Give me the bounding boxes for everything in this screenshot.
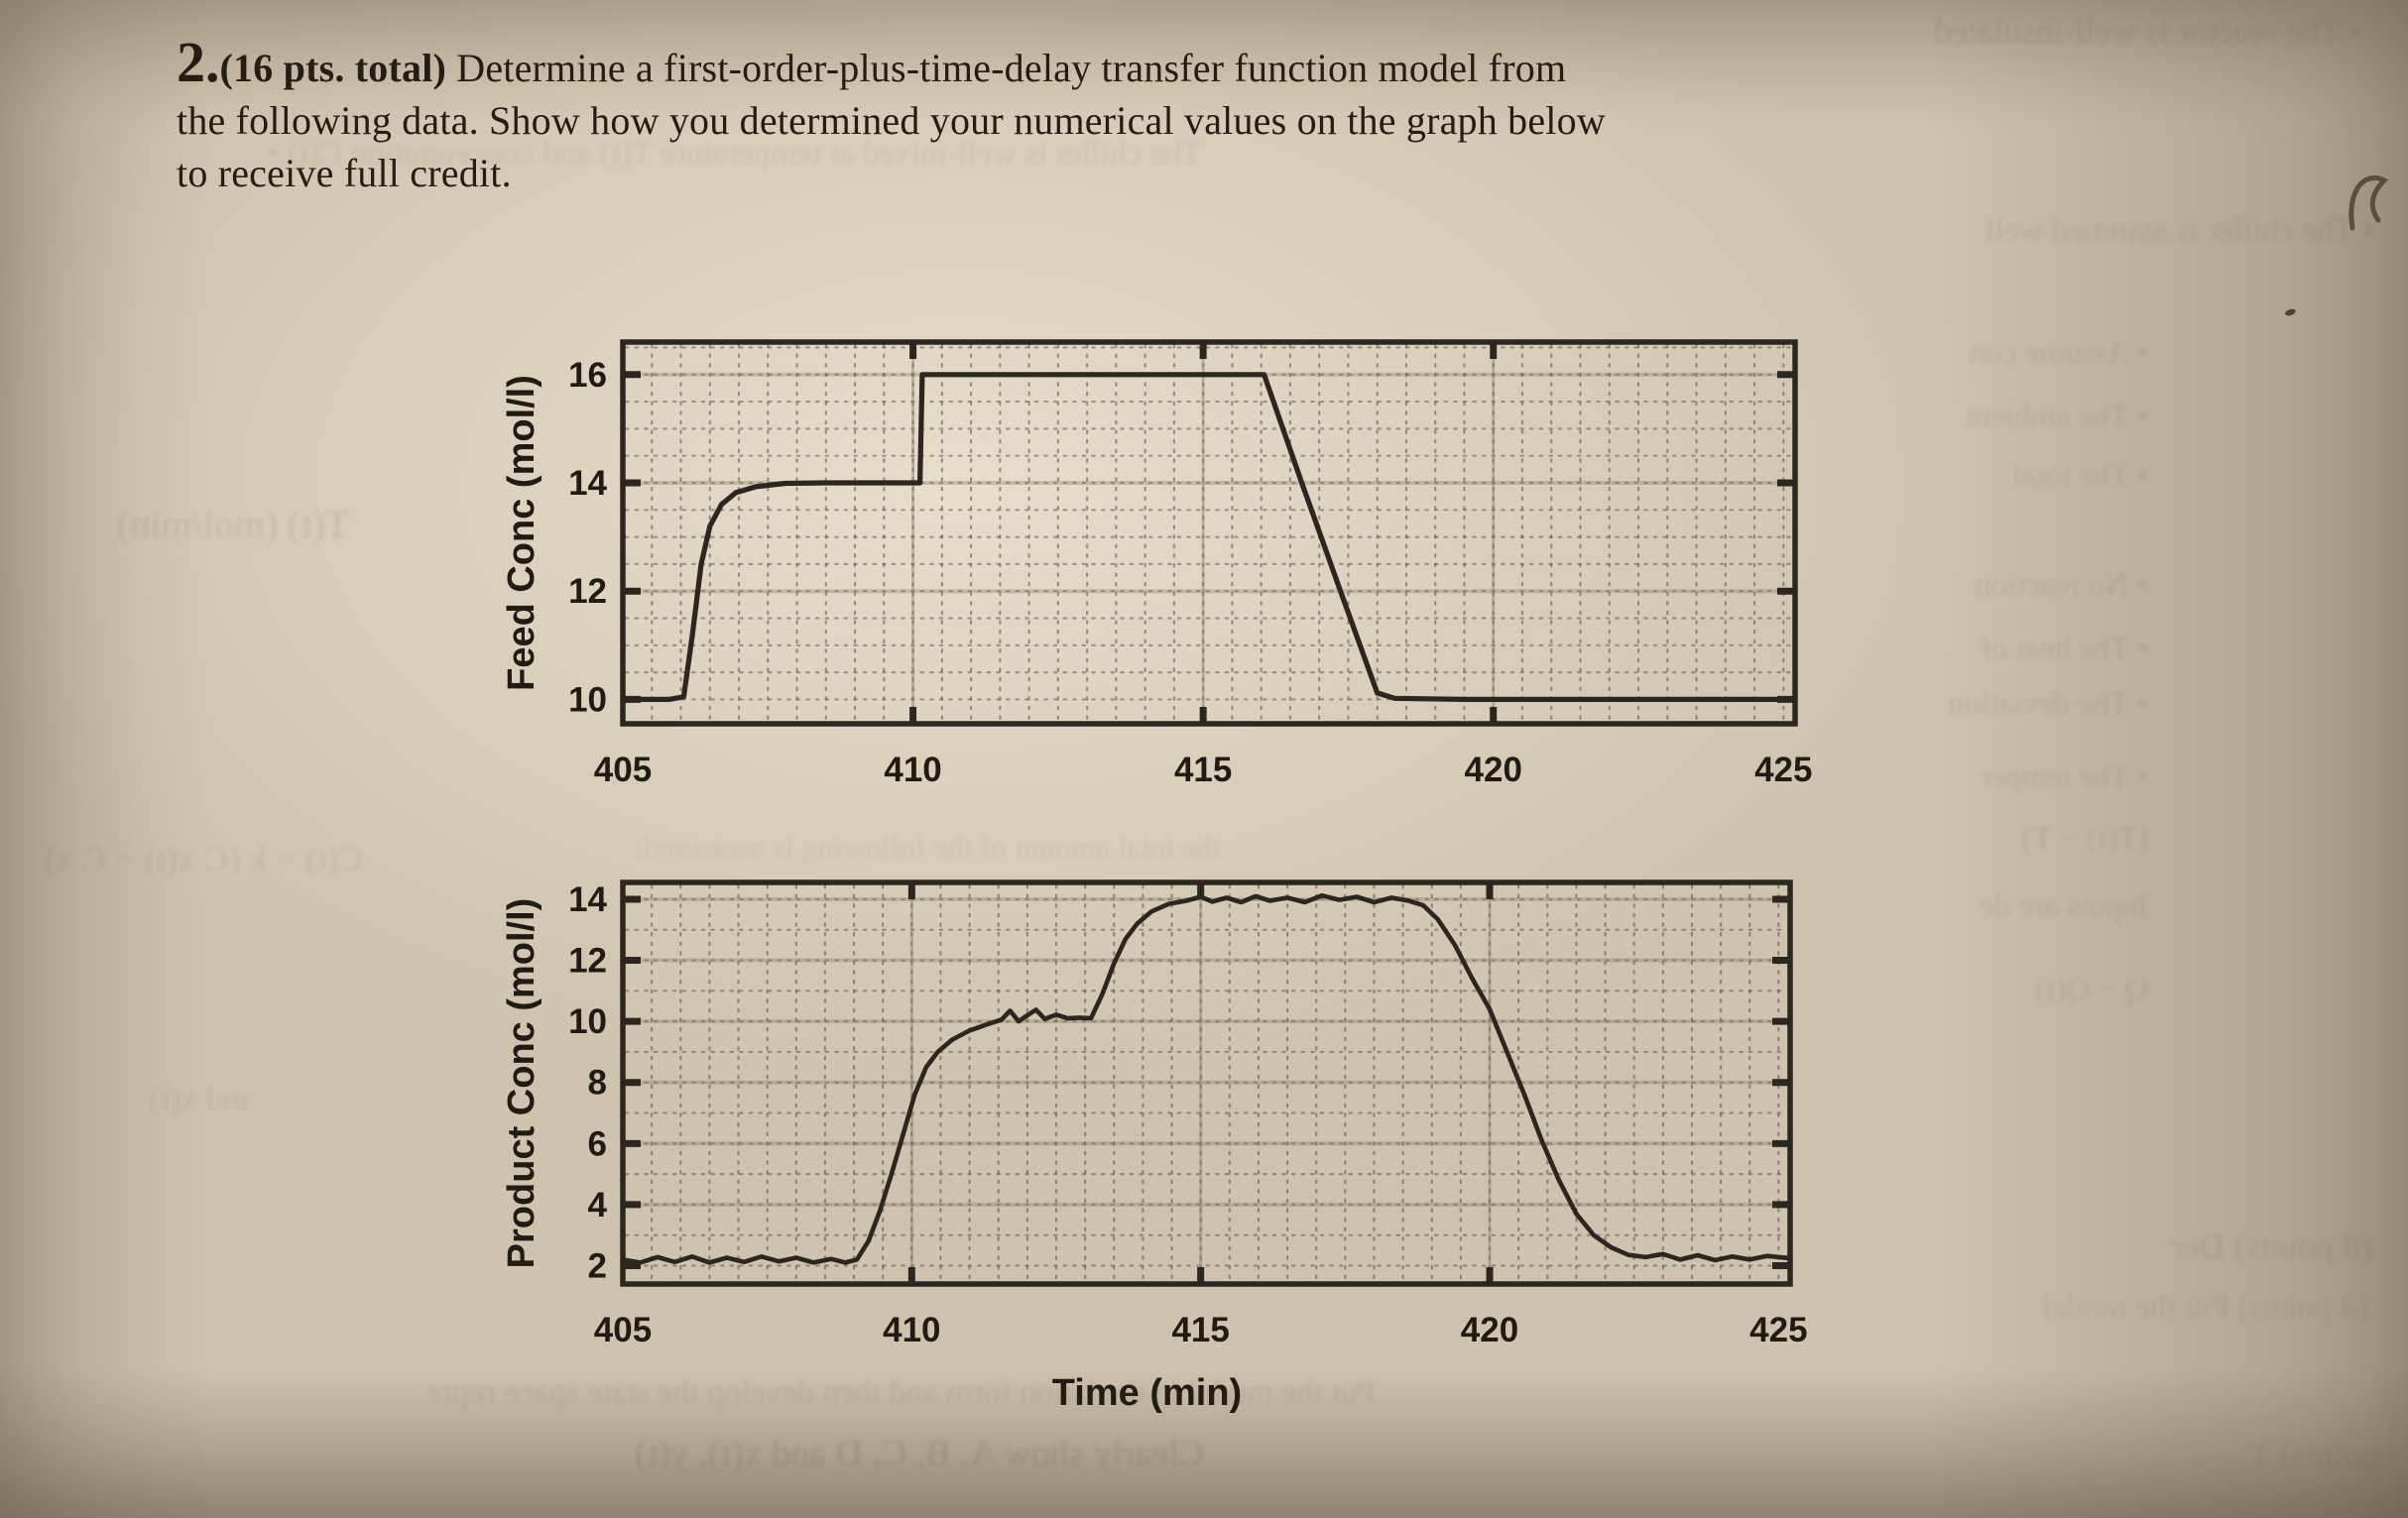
product-conc-chart: 405 410 415 420 425 2 4 6 8 10 12 14 Product Conc (m… <box>501 879 1808 1414</box>
feed-conc-chart: 405 410 415 420 425 10 12 14 16 Feed Conc (mol/l) <box>501 339 1813 789</box>
svg-text:410: 410 <box>883 1311 940 1349</box>
svg-text:14: 14 <box>568 880 607 919</box>
bleedthrough-text: T(t) (mol/min) <box>117 502 350 546</box>
bleedthrough-text: • The heat of <box>1980 631 2148 666</box>
bleedthrough-text: • The chiller is assumed well <box>1986 212 2374 249</box>
problem-statement: 2.(16 pts. total) Determine a first-orde… <box>177 34 2279 199</box>
bleedthrough-text: • The temper <box>1979 759 2148 795</box>
bleedthrough-text: Put the model in deviation form and then… <box>426 1374 1377 1411</box>
svg-text:420: 420 <box>1465 751 1522 789</box>
points-label: (16 pts. total) <box>219 46 447 90</box>
svg-text:12: 12 <box>568 572 607 611</box>
bleedthrough-text: and x(t) <box>149 1081 255 1117</box>
svg-text:8: 8 <box>588 1064 607 1103</box>
svg-text:Feed Conc (mol/l): Feed Conc (mol/l) <box>501 375 542 691</box>
bleedthrough-text: The chiller is well-mixed at temperature… <box>268 135 1203 172</box>
statement-line2: the following data. Show how you determi… <box>177 98 1606 143</box>
svg-text:4: 4 <box>588 1186 608 1225</box>
svg-text:10: 10 <box>568 1002 607 1041</box>
bleedthrough-text: (8 points) Der <box>2172 1226 2372 1266</box>
svg-text:16: 16 <box>568 356 607 395</box>
bleedthrough-text: (4 points) Put the model <box>2042 1289 2368 1326</box>
bleedthrough-text: • The ambient <box>1964 399 2148 434</box>
bleedthrough-text: (T(t) − T) <box>2021 821 2148 857</box>
svg-text:410: 410 <box>884 751 941 789</box>
bleedthrough-text: • The total <box>2011 458 2148 494</box>
bleedthrough-text: Q − Q(t) <box>2035 972 2148 1007</box>
bleedthrough-text: points) T <box>2248 1435 2378 1474</box>
svg-text:405: 405 <box>594 1311 652 1349</box>
statement-line1: Determine a first-order-plus-time-delay … <box>456 46 1567 90</box>
bleedthrough-text: • The deviation <box>1948 686 2148 722</box>
bleedthrough-text: • Assume con <box>1969 335 2148 371</box>
svg-text:6: 6 <box>588 1124 607 1163</box>
bleedthrough-text: • The reactor is well-insulated <box>1934 11 2362 51</box>
pen-mark <box>2348 175 2389 231</box>
svg-text:Time (min): Time (min) <box>1052 1372 1242 1414</box>
bleedthrough-text: Clearly show A, B, C, D and x(t), y(t) <box>635 1433 1205 1474</box>
svg-text:415: 415 <box>1171 1311 1229 1349</box>
svg-text:10: 10 <box>568 680 607 719</box>
svg-text:2: 2 <box>588 1247 607 1286</box>
svg-text:420: 420 <box>1461 1311 1518 1349</box>
statement-line3: to receive full credit. <box>177 151 512 195</box>
problem-number: 2. <box>177 30 220 94</box>
ink-fleck <box>2284 307 2297 317</box>
svg-text:405: 405 <box>594 751 652 789</box>
svg-text:Product Conc (mol/l): Product Conc (mol/l) <box>501 898 542 1269</box>
bleedthrough-text: C(t) = k (C x(t) − C x) <box>44 839 363 878</box>
bleedthrough-text: the total amount of the following is mea… <box>635 829 1221 865</box>
svg-text:425: 425 <box>1754 751 1812 789</box>
svg-text:14: 14 <box>568 464 607 503</box>
bleedthrough-text: Inputs are de <box>1979 888 2148 924</box>
bleedthrough-text: • No reaction <box>1975 567 2148 603</box>
svg-text:415: 415 <box>1174 751 1232 789</box>
svg-text:12: 12 <box>568 942 607 981</box>
svg-text:425: 425 <box>1749 1311 1807 1349</box>
